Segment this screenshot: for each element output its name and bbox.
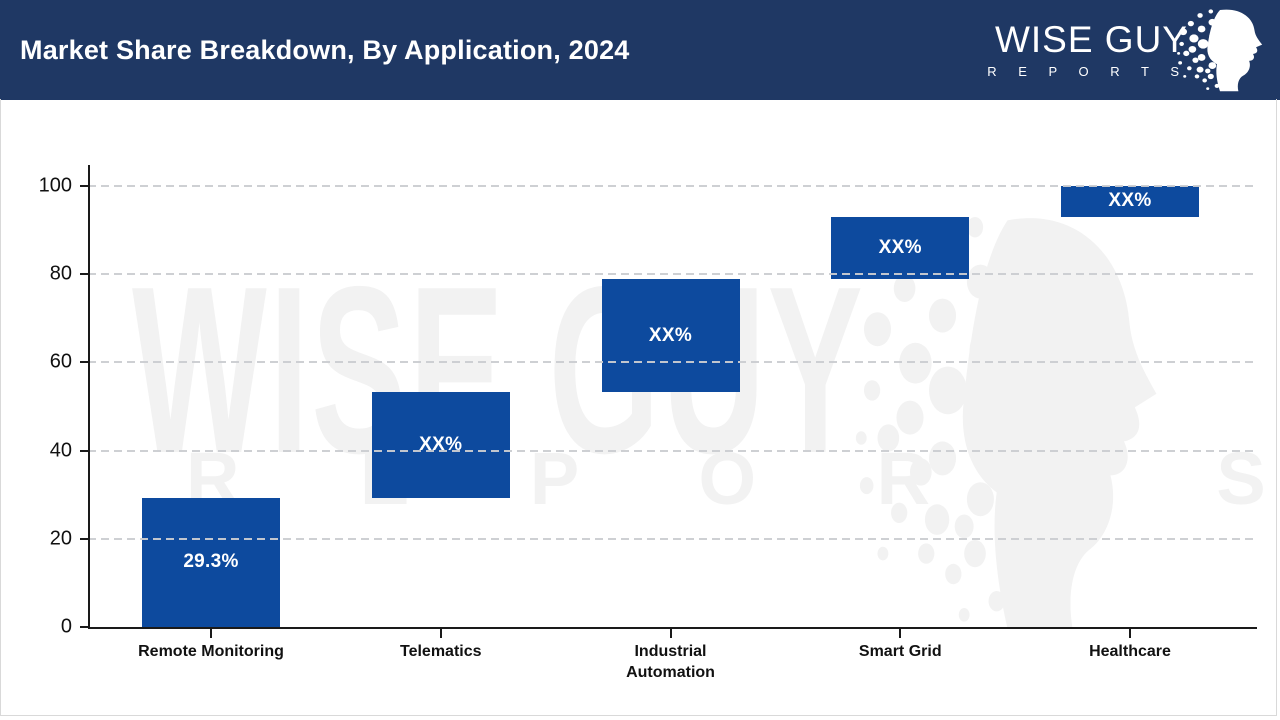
bar-smart-grid: XX% [831, 216, 970, 280]
bar-telematics: XX% [371, 392, 510, 498]
y-tick-label: 0 [60, 615, 72, 638]
x-category-label: Healthcare [1089, 643, 1171, 660]
x-category-label: Smart Grid [858, 643, 942, 660]
y-tick-label: 80 [49, 262, 72, 285]
x-tick [669, 629, 672, 638]
bar-value-label: 29.3% [183, 551, 239, 573]
x-tick [210, 629, 212, 638]
y-tick-label: 40 [49, 439, 72, 462]
y-tick [80, 537, 88, 540]
gridline [88, 185, 1257, 187]
bar-remote-monitoring: 29.3% [142, 497, 280, 627]
x-axis-line [88, 627, 1257, 629]
y-tick [80, 273, 88, 276]
x-category-label: Remote Monitoring [138, 643, 284, 660]
y-tick [80, 449, 88, 452]
logo-text: WISE GUY R E P O R T S [983, 21, 1188, 79]
bar-value-label: XX% [1108, 190, 1152, 212]
bar-value-label: XX% [878, 236, 922, 258]
y-tick-label: 60 [49, 350, 72, 373]
x-tick [899, 629, 902, 638]
y-tick-label: 100 [38, 174, 72, 197]
logo-subtitle: R E P O R T S [987, 64, 1188, 79]
bar-value-label: XX% [648, 324, 693, 346]
x-tick [1129, 629, 1131, 638]
y-axis-line [88, 165, 90, 629]
y-tick [80, 361, 88, 364]
page-title: Market Share Breakdown, By Application, … [20, 34, 630, 65]
wise-guy-reports-logo: WISE GUY R E P O R T S [983, 6, 1280, 94]
bar-healthcare: XX% [1061, 186, 1199, 217]
header-bar: Market Share Breakdown, By Application, … [0, 0, 1280, 100]
logo-wordmark: WISE GUY [994, 19, 1188, 60]
y-tick [80, 626, 88, 628]
bar-industrial-automation: XX% [601, 279, 740, 393]
x-tick [439, 629, 442, 638]
gridline [88, 537, 1257, 540]
x-category-label: Industrial Automation [626, 643, 715, 681]
gridline [88, 449, 1257, 452]
x-category-label: Telematics [399, 643, 482, 660]
gridline [88, 273, 1257, 276]
gridline [88, 361, 1257, 364]
bar-value-label: XX% [419, 434, 463, 456]
y-tick-label: 20 [49, 527, 72, 550]
y-tick [80, 185, 88, 187]
